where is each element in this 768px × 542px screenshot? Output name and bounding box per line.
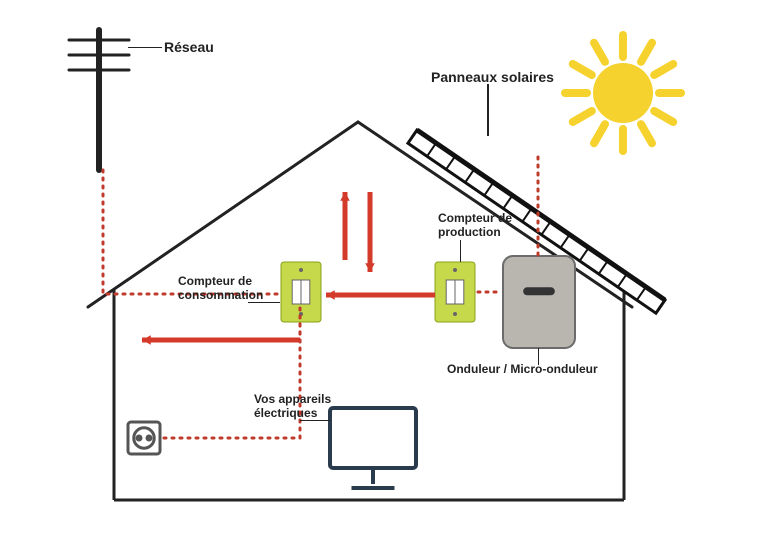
inverter-label: Onduleur / Micro-onduleur xyxy=(447,363,598,377)
leader-panels xyxy=(487,84,489,136)
prod-meter-label: Compteur de production xyxy=(438,212,512,240)
grid-label: Réseau xyxy=(164,39,214,55)
house-diagram xyxy=(0,0,768,542)
leader-reseau xyxy=(128,47,162,48)
appliances-label-l1: Vos appareils xyxy=(254,392,331,406)
prod-meter-label-l2: production xyxy=(438,225,501,239)
panels-label: Panneaux solaires xyxy=(431,69,554,85)
leader-prod-meter xyxy=(460,240,461,262)
cons-meter-label-l1: Compteur de xyxy=(178,274,252,288)
leader-inverter xyxy=(538,348,539,365)
leader-appliances xyxy=(300,420,330,421)
prod-meter-label-l1: Compteur de xyxy=(438,211,512,225)
appliances-label-l2: électriques xyxy=(254,406,317,420)
leader-cons-meter xyxy=(248,302,280,303)
grid-pole-icon xyxy=(0,0,768,542)
cons-meter-label: Compteur de consommation xyxy=(178,275,263,303)
sun-icon xyxy=(0,0,768,542)
appliances-label: Vos appareils électriques xyxy=(254,393,331,421)
cons-meter-label-l2: consommation xyxy=(178,288,263,302)
